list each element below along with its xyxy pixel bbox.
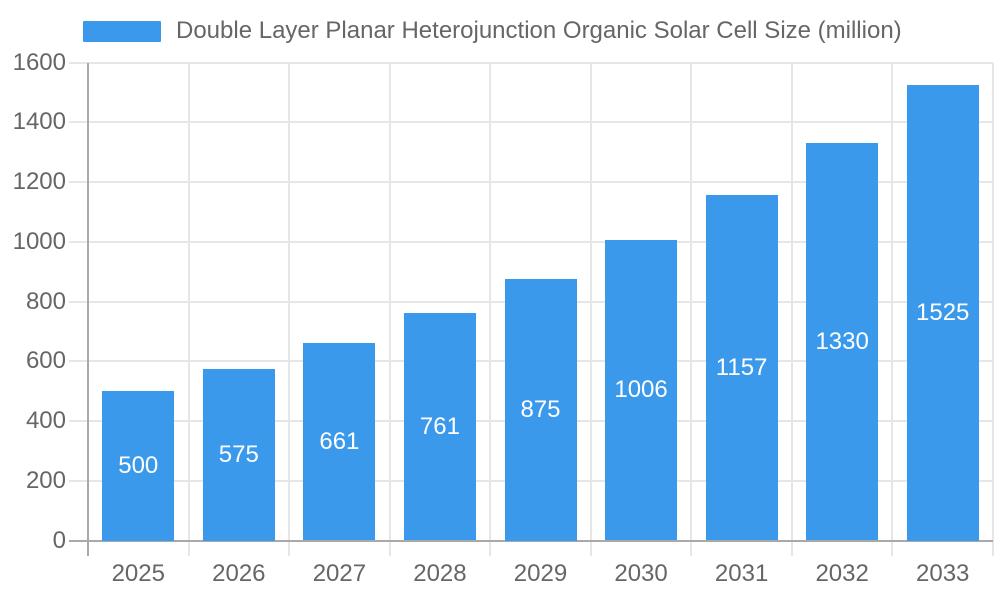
y-tick-label: 0 [52, 526, 66, 554]
y-tick-label: 1200 [12, 168, 66, 195]
x-tick-label: 2028 [413, 560, 467, 587]
y-axis-line [87, 62, 89, 556]
legend-swatch [83, 20, 161, 42]
y-tick-label: 1400 [12, 108, 66, 136]
legend-label: Double Layer Planar Heterojunction Organ… [176, 17, 902, 44]
bar-value-label: 875 [520, 395, 561, 423]
y-tick-label: 800 [25, 287, 66, 315]
v-gridline [288, 62, 291, 556]
bar-value-label: 1525 [916, 298, 970, 326]
x-tick-label: 2030 [614, 560, 668, 587]
bar[interactable]: 1330 [806, 143, 879, 541]
h-gridline [69, 121, 993, 124]
v-gridline [690, 62, 693, 556]
h-gridline [69, 240, 993, 243]
y-tick-label: 200 [25, 466, 66, 494]
v-gridline [891, 62, 894, 556]
y-tick-label: 1000 [12, 227, 66, 255]
bar-value-label: 661 [319, 427, 360, 455]
h-gridline [69, 61, 993, 64]
v-gridline [187, 62, 190, 556]
bar-value-label: 1157 [715, 353, 768, 381]
bar[interactable]: 875 [504, 279, 577, 541]
x-tick-label: 2025 [111, 560, 165, 587]
bar-value-label: 575 [218, 440, 259, 468]
bar-value-label: 1330 [815, 327, 869, 355]
v-gridline [790, 62, 793, 556]
bar[interactable]: 1525 [906, 84, 979, 541]
v-gridline [388, 62, 391, 556]
legend[interactable]: Double Layer Planar Heterojunction Organ… [83, 17, 902, 44]
v-gridline [489, 62, 492, 556]
x-tick-label: 2027 [312, 560, 367, 587]
x-tick-label: 2026 [212, 560, 266, 587]
x-tick-label: 2032 [815, 560, 869, 587]
x-tick-label: 2031 [714, 560, 769, 587]
v-gridline [589, 62, 592, 556]
y-tick-label: 1600 [12, 48, 66, 76]
x-tick-label: 2029 [513, 560, 568, 587]
bar-value-label: 761 [419, 412, 460, 440]
x-axis-line [69, 539, 993, 542]
bar-value-label: 500 [118, 451, 159, 479]
bar[interactable]: 1006 [605, 239, 678, 541]
bar[interactable]: 661 [303, 343, 376, 541]
bar[interactable]: 761 [403, 313, 476, 541]
bar[interactable]: 1157 [705, 194, 778, 541]
bar[interactable]: 575 [202, 368, 275, 541]
y-tick-label: 600 [25, 347, 66, 375]
bar-value-label: 1006 [614, 376, 668, 404]
y-tick-label: 400 [25, 407, 66, 434]
bar[interactable]: 500 [102, 391, 175, 541]
v-gridline [992, 62, 994, 556]
h-gridline [69, 181, 993, 183]
x-tick-label: 2033 [916, 560, 970, 587]
